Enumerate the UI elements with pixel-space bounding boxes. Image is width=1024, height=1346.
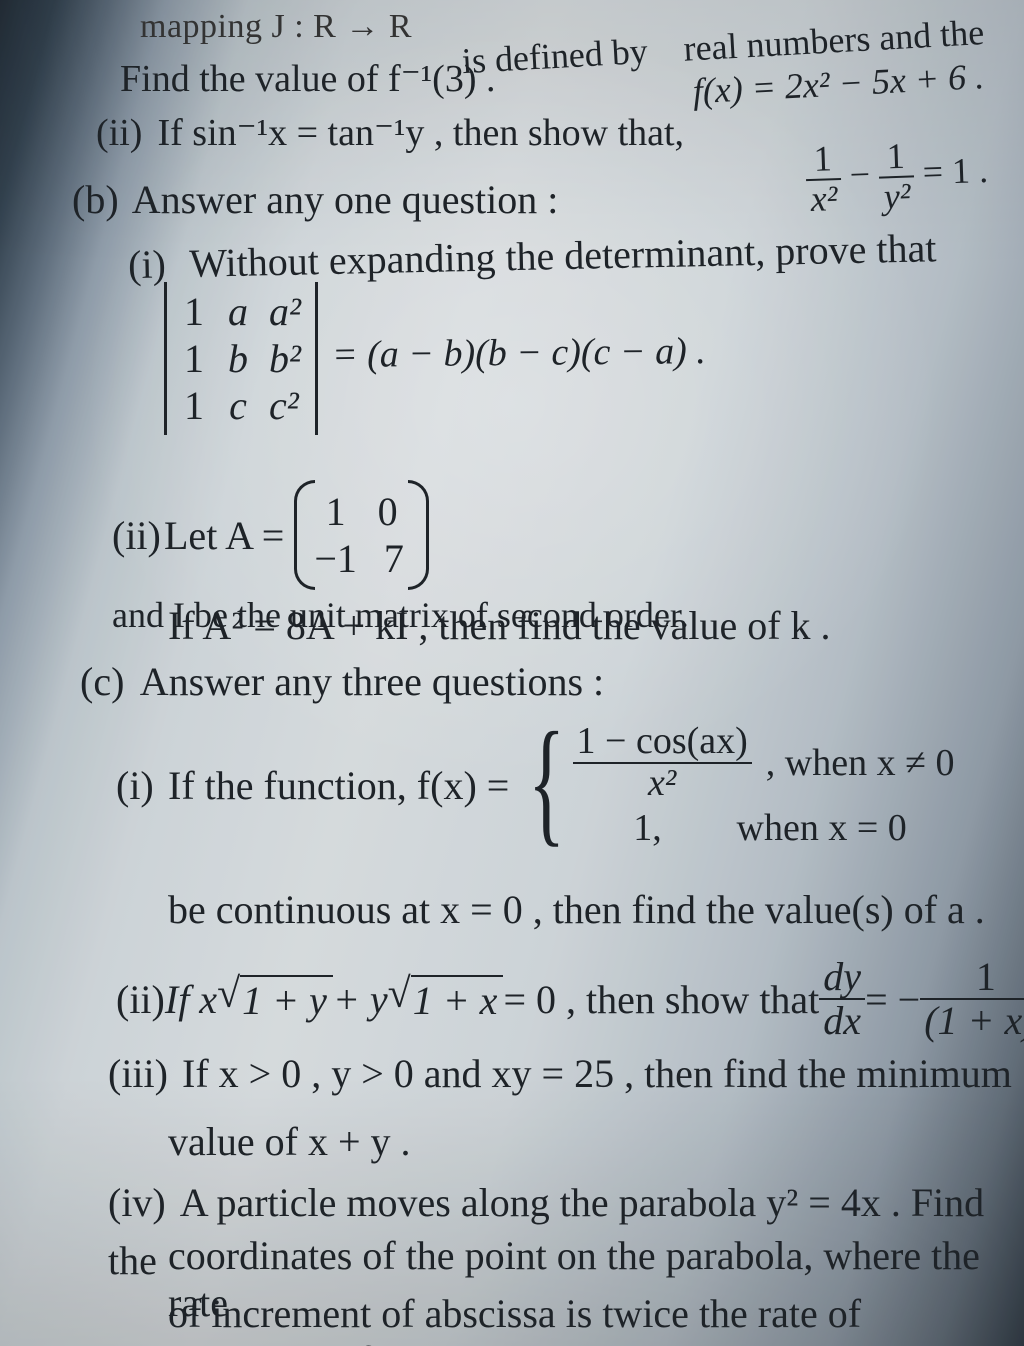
b-ii-text-c: If A² = 8A + kI , then find the value of… <box>168 602 1004 649</box>
c-iii-text-a: If x > 0 , y > 0 and xy = 25 , then find… <box>182 1051 1012 1096</box>
fx-expression: f(x) = 2x² − 5x + 6 . <box>692 56 985 111</box>
determinant-rhs: = (a − b)(b − c)(c − a) . <box>332 329 706 377</box>
question-c-iii: (iii) If x > 0 , y > 0 and xy = 25 , the… <box>108 1050 1016 1097</box>
determinant-3x3: 1aa² 1bb² 1cc² <box>164 282 318 435</box>
section-b-heading: (b) Answer any one question : <box>72 176 558 223</box>
frac-1-over-1-plus-x-sq: 1 (1 + x)² <box>920 956 1024 1042</box>
exam-page: mapping J : R → R is defined by real num… <box>0 0 1024 1346</box>
mapping-fragment: mapping J : R → R <box>140 8 412 46</box>
matrix-A-2x2: 10 −17 <box>294 480 429 590</box>
piece2-condition: when x = 0 <box>737 806 907 850</box>
question-b-i: (i) Without expanding the determinant, p… <box>128 223 1005 288</box>
marker-c-i: (i) <box>116 762 168 809</box>
piece2-value: 1, <box>573 806 723 850</box>
a-ii-tail: = 1 . <box>922 150 989 192</box>
sqrt-1-plus-y: √1 + y <box>217 975 333 1024</box>
left-brace-icon: { <box>528 726 565 838</box>
c-iv-text-c: of increment of abscissa is twice the ra… <box>168 1290 1018 1346</box>
determinant-equation: 1aa² 1bb² 1cc² = (a − b)(b − c)(c − a) . <box>164 282 706 435</box>
marker-b-i: (i) <box>128 240 181 288</box>
c-ii-eq: = − <box>865 976 920 1023</box>
question-a-ii: (ii) If sin⁻¹x = tan⁻¹y , then show that… <box>96 110 994 155</box>
section-c-heading: (c) Answer any three questions : <box>80 658 604 705</box>
c-iii-text-b: value of x + y . <box>168 1118 411 1165</box>
marker-c-ii: (ii) <box>116 976 165 1023</box>
question-c-ii: (ii) If x √1 + y + y √1 + x = 0 , then s… <box>116 956 1020 1042</box>
frac-1-over-x2: 1 x² <box>805 140 842 219</box>
question-c-i: (i) If the function, f(x) = { 1 − cos(ax… <box>116 720 1014 852</box>
marker-b: (b) <box>72 176 124 223</box>
frac-dy-dx: dy dx <box>819 956 865 1042</box>
b-ii-text-a: Let A = <box>164 512 284 559</box>
marker-c-iv: (iv) <box>108 1174 172 1232</box>
piece1-condition: , when x ≠ 0 <box>766 741 955 785</box>
frac-1-minus-cos-ax-over-x2: 1 − cos(ax) x² <box>573 722 752 804</box>
b-i-text: Without expanding the determinant, prove… <box>189 225 937 286</box>
c-ii-text-c: = 0 , then show that <box>503 976 819 1023</box>
marker-c-iii: (iii) <box>108 1050 172 1097</box>
c-ii-text-b: + y <box>333 976 388 1023</box>
c-ii-text-a: If x <box>165 976 217 1023</box>
sqrt-1-plus-x: √1 + x <box>388 975 504 1024</box>
c-heading-text: Answer any three questions : <box>140 659 604 704</box>
marker-c: (c) <box>80 658 132 705</box>
c-i-text-a: If the function, f(x) = <box>168 762 509 809</box>
piecewise-definition: 1 − cos(ax) x² , when x ≠ 0 1, when x = … <box>573 720 955 852</box>
a-ii-text: If sin⁻¹x = tan⁻¹y , then show that, <box>158 110 685 155</box>
b-heading-text: Answer any one question : <box>132 177 559 222</box>
c-i-text-b: be continuous at x = 0 , then find the v… <box>168 886 1016 933</box>
frac-1-over-y2: 1 y² <box>878 137 915 216</box>
marker-a-ii: (ii) <box>96 111 148 155</box>
marker-b-ii: (ii) <box>112 512 164 559</box>
